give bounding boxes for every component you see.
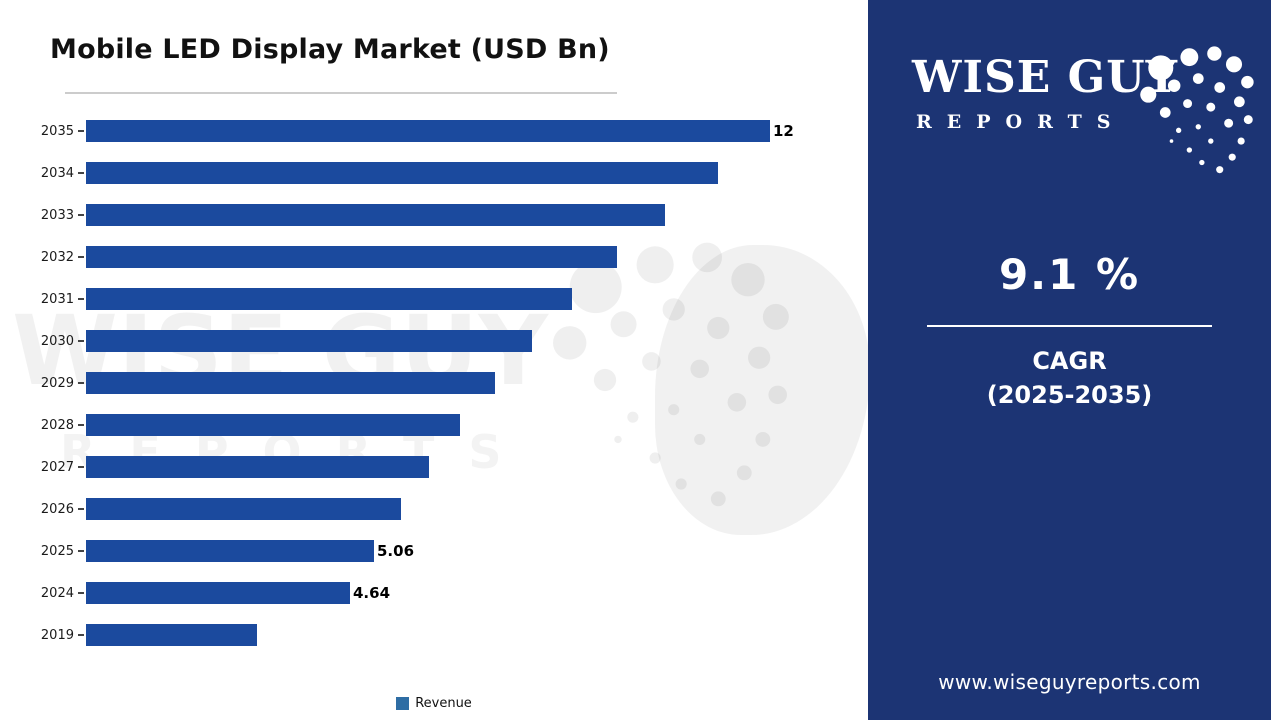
logo-reports-text: REPORTS [916, 111, 1126, 133]
chart-title: Mobile LED Display Market (USD Bn) [50, 34, 610, 65]
bar-row: 2034 [22, 152, 846, 194]
bar-value-label: 4.64 [353, 584, 391, 602]
logo-head-dots-icon [1140, 46, 1254, 174]
bar-row: 2024 4.64 [22, 572, 846, 614]
revenue-bar [86, 582, 350, 604]
bar-row: 2027 [22, 446, 846, 488]
y-axis-tick-label: 2019 [40, 627, 74, 643]
bar-row: 2028 [22, 404, 846, 446]
y-axis-tick [78, 256, 84, 258]
legend-marker-revenue [396, 697, 410, 710]
y-axis-tick [78, 424, 84, 426]
bar-area [86, 246, 846, 268]
revenue-bar [86, 372, 495, 394]
wiseguy-logo: WISE GUY REPORTS [912, 52, 1271, 133]
bar-area: 5.06 [86, 540, 846, 562]
y-axis-tick [78, 340, 84, 342]
revenue-bar [86, 120, 770, 142]
bar-area [86, 162, 846, 184]
y-axis-tick-label: 2031 [40, 291, 74, 307]
bar-row: 2033 [22, 194, 846, 236]
bar-row: 2029 [22, 362, 846, 404]
revenue-bar [86, 204, 665, 226]
cagr-block: 9.1 % CAGR (2025-2035) [868, 250, 1271, 409]
y-axis-tick-label: 2032 [40, 249, 74, 265]
y-axis-tick [78, 298, 84, 300]
revenue-bar [86, 414, 460, 436]
bar-area: 4.64 [86, 582, 846, 604]
y-axis-tick-label: 2028 [40, 417, 74, 433]
revenue-bar [86, 162, 718, 184]
revenue-bar [86, 246, 617, 268]
bar-row: 2032 [22, 236, 846, 278]
bar-area [86, 498, 846, 520]
y-axis-tick-label: 2030 [40, 333, 74, 349]
bar-rows: 2035 12 2034 2033 2032 2031 2030 2029 2028 2027 20… [22, 110, 846, 656]
y-axis-tick [78, 634, 84, 636]
bar-area [86, 456, 846, 478]
y-axis-tick-label: 2035 [40, 123, 74, 139]
bar-area [86, 414, 846, 436]
y-axis-tick [78, 550, 84, 552]
bar-row: 2026 [22, 488, 846, 530]
y-axis-tick [78, 592, 84, 594]
title-underline [65, 92, 617, 94]
y-axis-tick [78, 508, 84, 510]
chart-section: WISE GUY REPORTS Mobile LED Display Mark… [0, 34, 868, 711]
y-axis-tick-label: 2024 [40, 585, 74, 601]
cagr-period: (2025-2035) [986, 381, 1153, 409]
cagr-label: CAGR [1032, 347, 1107, 375]
y-axis-tick-label: 2027 [40, 459, 74, 475]
y-axis-tick-label: 2025 [40, 543, 74, 559]
bar-area [86, 624, 846, 646]
y-axis-tick-label: 2034 [40, 165, 74, 181]
y-axis-tick [78, 130, 84, 132]
y-axis-tick-label: 2026 [40, 501, 74, 517]
logo-wiseguy-text: WISE GUY [912, 52, 1178, 103]
bar-row: 2030 [22, 320, 846, 362]
bar-row: 2019 [22, 614, 846, 656]
y-axis-tick-label: 2033 [40, 207, 74, 223]
legend-label-revenue: Revenue [415, 696, 472, 711]
revenue-bar [86, 540, 374, 562]
y-axis-tick [78, 172, 84, 174]
bar-value-label: 12 [773, 122, 794, 140]
revenue-bar [86, 624, 257, 646]
revenue-bar [86, 456, 429, 478]
bar-row: 2031 [22, 278, 846, 320]
chart-legend: Revenue [0, 696, 868, 711]
y-axis-tick-label: 2029 [40, 375, 74, 391]
y-axis-tick [78, 214, 84, 216]
revenue-bar [86, 498, 401, 520]
bar-area [86, 330, 846, 352]
revenue-bar [86, 288, 572, 310]
bar-area [86, 288, 846, 310]
bar-row: 2025 5.06 [22, 530, 846, 572]
bar-area: 12 [86, 120, 846, 142]
bar-row: 2035 12 [22, 110, 846, 152]
y-axis-tick [78, 466, 84, 468]
bar-area [86, 204, 846, 226]
brand-panel: WISE GUY REPORTS 9.1 % CAGR (2025-2035) … [868, 0, 1271, 720]
bar-value-label: 5.06 [377, 542, 415, 560]
revenue-bar [86, 330, 532, 352]
y-axis-tick [78, 382, 84, 384]
cagr-value: 9.1 % [998, 250, 1141, 299]
bar-area [86, 372, 846, 394]
website-url: www.wiseguyreports.com [938, 670, 1201, 694]
cagr-divider [927, 325, 1212, 327]
